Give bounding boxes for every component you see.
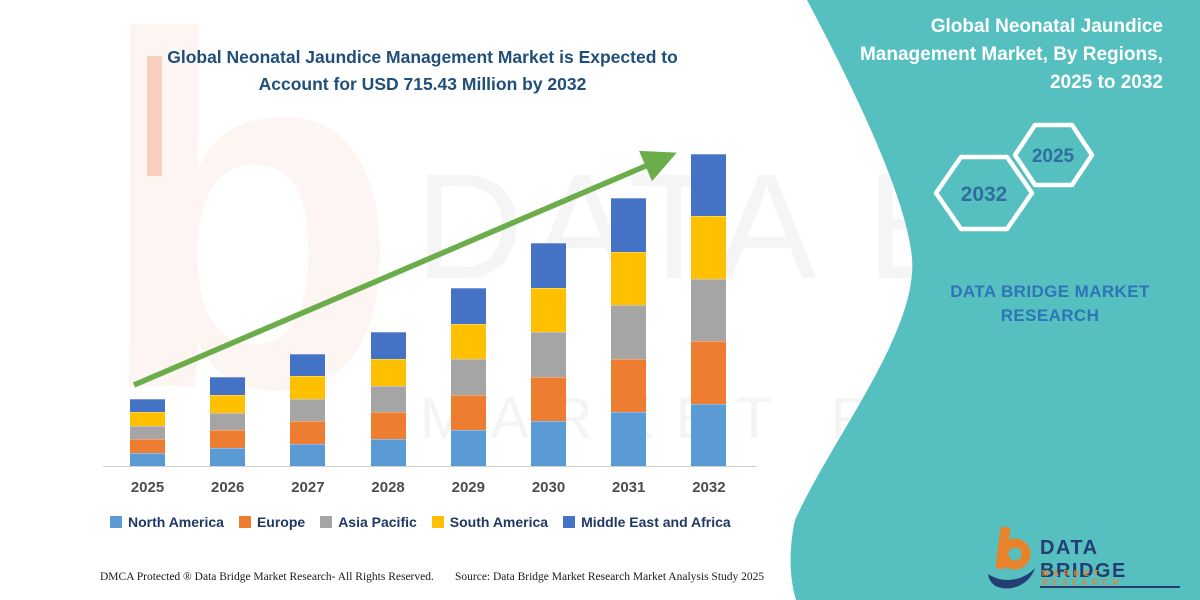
bar-segment-2028-north-america [370, 439, 406, 466]
bar-segment-2032-middle-east-and-africa [691, 153, 727, 217]
bar-segment-2026-south-america [210, 394, 246, 413]
bar-segment-2025-europe [130, 439, 165, 453]
databridge-logo-icon [988, 527, 1035, 589]
bar-segment-2029-asia-pacific [450, 359, 486, 395]
x-tick-2032: 2032 [692, 479, 726, 496]
hexagon-2032-label: 2032 [961, 183, 1008, 206]
bar-segment-2031-middle-east-and-africa [611, 198, 647, 252]
side-title-line2: Management Market, By Regions, [859, 44, 1163, 65]
bar-segment-2032-asia-pacific [691, 278, 727, 342]
legend-label: Europe [256, 514, 306, 530]
x-tick-2031: 2031 [612, 479, 646, 496]
bar-segment-2028-south-america [370, 358, 406, 386]
bar-segment-2026-asia-pacific [210, 412, 246, 431]
chart-title: Global Neonatal Jaundice Management Mark… [95, 44, 750, 98]
x-tick-2028: 2028 [371, 479, 405, 496]
x-tick-2027: 2027 [291, 479, 325, 496]
hexagon-2025-label: 2025 [1032, 146, 1075, 167]
bar-segment-2025-south-america [130, 412, 165, 426]
bar-segment-2026-north-america [210, 448, 246, 466]
hexagon-2025-shape [1012, 122, 1095, 188]
bar-segment-2030-north-america [531, 421, 566, 466]
x-tick-2030: 2030 [531, 479, 566, 496]
teal-panel-shape [790, 0, 1200, 600]
bar-segment-2028-middle-east-and-africa [370, 331, 406, 359]
legend-item-south-america: South America [431, 514, 549, 530]
hexagon-2032-shape [933, 154, 1035, 232]
x-tick-2025: 2025 [130, 479, 165, 496]
legend-label: Middle East and Africa [581, 514, 731, 530]
brand-text-block: DATA BRIDGE MARKET RESEARCH [915, 280, 1185, 328]
legend-item-asia-pacific: Asia Pacific [320, 514, 417, 530]
bar-segment-2032-south-america [691, 216, 727, 279]
bar-segment-2027-south-america [290, 376, 326, 399]
bar-segment-2028-europe [370, 412, 406, 440]
logo-sub-text: MARKET RESEARCH [1042, 569, 1123, 587]
bar-segment-2029-middle-east-and-africa [450, 288, 486, 324]
databridge-logo: DATA BRIDGE MARKET RESEARCH [985, 525, 1180, 589]
trend-arrow-line [132, 150, 677, 388]
bar-segment-2030-south-america [531, 287, 566, 333]
legend-label: South America [449, 514, 549, 530]
bar-segment-2027-north-america [290, 443, 326, 466]
bar-segment-2026-europe [210, 430, 246, 449]
x-tick-2026: 2026 [211, 479, 245, 496]
bar-segment-2027-asia-pacific [290, 398, 326, 422]
source-note: Source: Data Bridge Market Research Mark… [455, 571, 765, 583]
legend-label: North America [128, 514, 224, 530]
side-title-line3: 2025 to 2032 [1049, 72, 1163, 93]
bar-segment-2031-north-america [611, 412, 647, 466]
chart-title-line2: Account for USD 715.43 Million by 2032 [258, 74, 587, 94]
bar-segment-2029-europe [450, 394, 486, 431]
legend-item-europe: Europe [238, 514, 306, 530]
legend-item-north-america: North America [110, 514, 224, 530]
bar-segment-2028-asia-pacific [370, 385, 406, 413]
bar-segment-2030-asia-pacific [531, 332, 566, 377]
bar-segment-2030-middle-east-and-africa [531, 242, 566, 288]
bar-segment-2029-north-america [450, 430, 486, 466]
bar-segment-2032-north-america [691, 403, 727, 466]
bar-segment-2031-asia-pacific [611, 305, 647, 359]
year-hexagons: 2032 2025 [933, 122, 1095, 232]
legend-swatch [563, 516, 576, 528]
side-panel-title: Global Neonatal Jaundice Management Mark… [823, 13, 1163, 97]
dmca-notice: DMCA Protected ® Data Bridge Market Rese… [100, 571, 434, 583]
chart-legend: North America Europe Asia Pacific South Ame… [110, 514, 731, 530]
x-axis-line [103, 466, 757, 467]
legend-swatch [238, 516, 251, 528]
bar-segment-2025-asia-pacific [130, 425, 165, 440]
bar-segment-2029-south-america [450, 323, 486, 360]
legend-item-middle-east-and-africa: Middle East and Africa [563, 514, 731, 530]
side-title-line1: Global Neonatal Jaundice [930, 16, 1163, 37]
bar-segment-2027-europe [290, 421, 326, 444]
legend-label: Asia Pacific [338, 514, 417, 530]
legend-swatch [320, 516, 333, 528]
logo-name-text: DATA BRIDGE [1040, 537, 1180, 588]
x-tick-2029: 2029 [451, 479, 485, 496]
legend-swatch [110, 516, 122, 528]
chart-title-line1: Global Neonatal Jaundice Management Mark… [167, 47, 678, 67]
bar-segment-2031-south-america [611, 251, 647, 306]
bar-segment-2032-europe [691, 341, 727, 404]
bar-segment-2026-middle-east-and-africa [210, 377, 246, 395]
bar-segment-2025-north-america [130, 452, 165, 466]
bar-segment-2027-middle-east-and-africa [290, 353, 326, 377]
bar-segment-2030-europe [531, 376, 566, 422]
bar-segment-2031-europe [611, 358, 647, 413]
brand-text-line2: RESEARCH [1000, 306, 1100, 325]
bar-segment-2025-middle-east-and-africa [130, 399, 165, 413]
legend-swatch [431, 516, 444, 528]
brand-text-line1: DATA BRIDGE MARKET [950, 282, 1150, 301]
